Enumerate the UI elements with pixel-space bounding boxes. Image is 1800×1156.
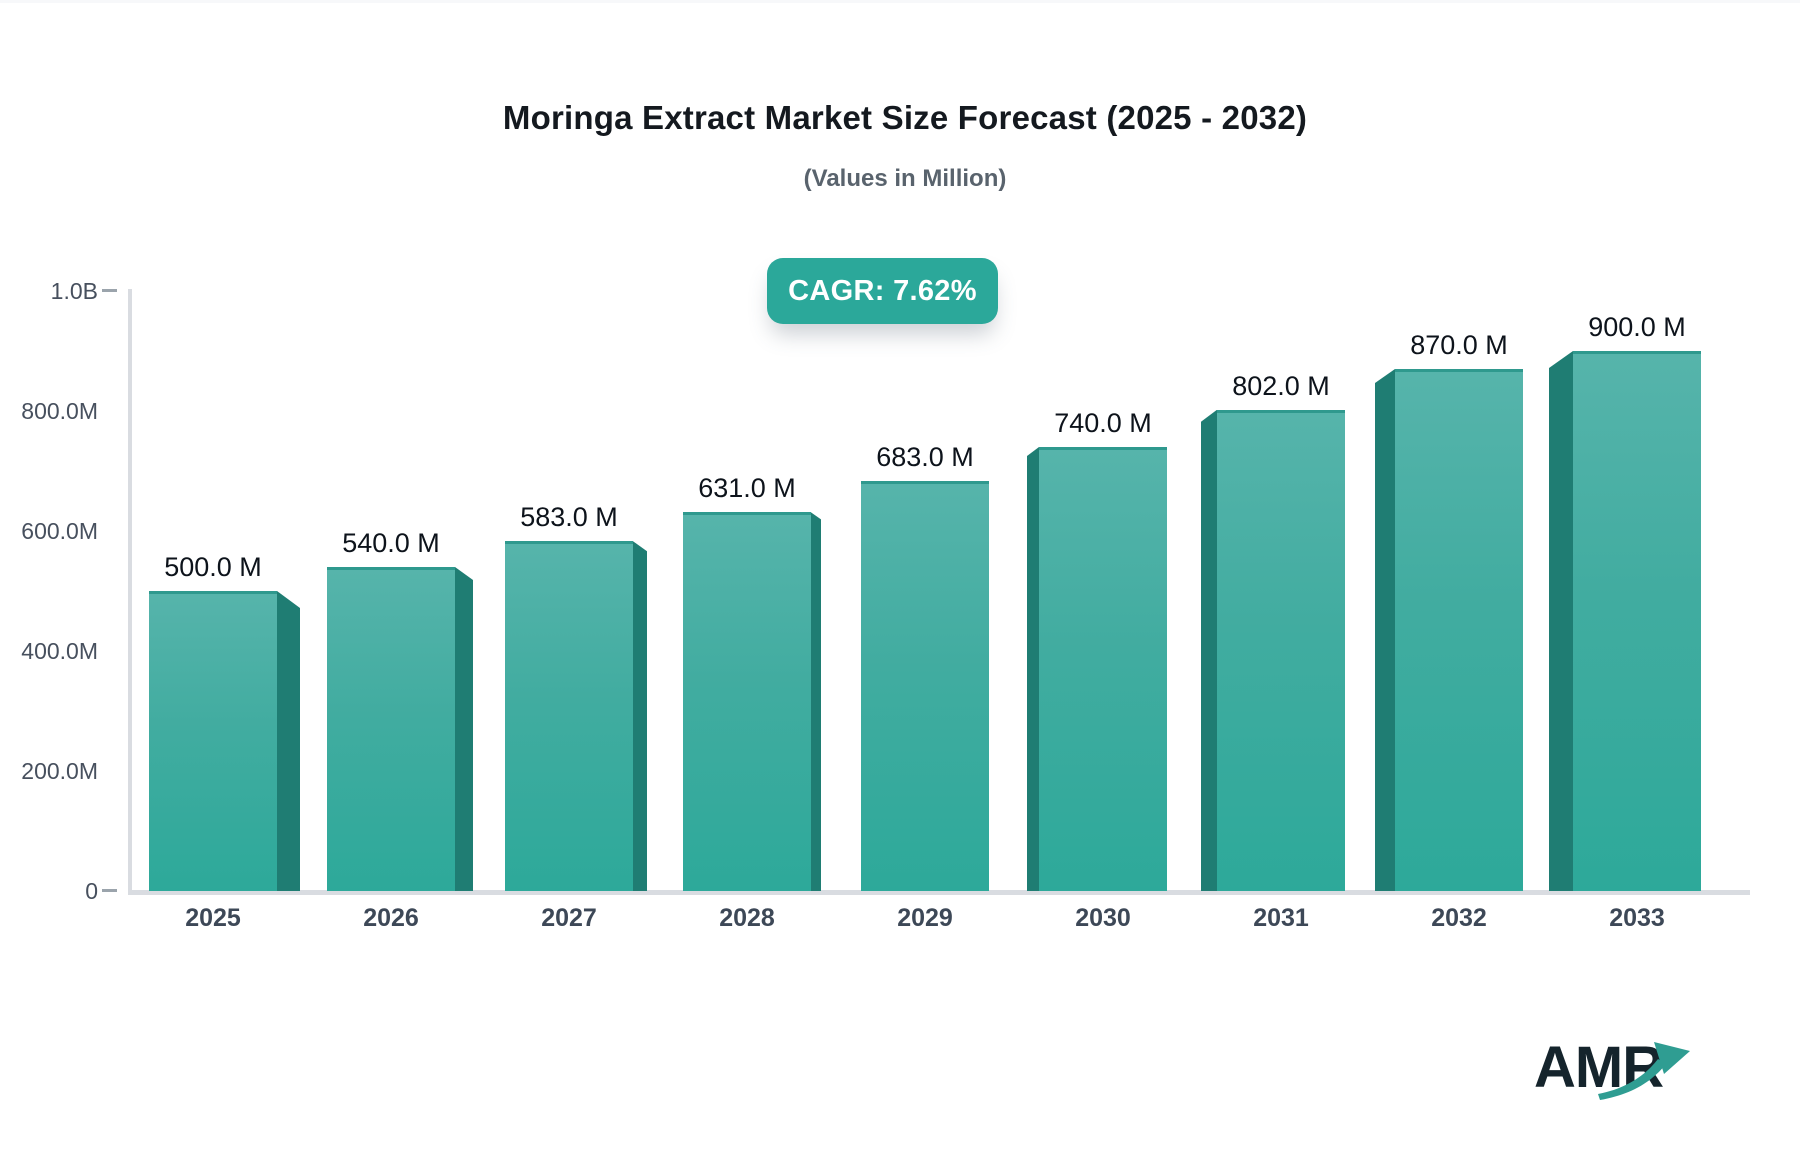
cagr-badge: CAGR: 7.62% bbox=[767, 258, 998, 324]
y-axis-tick bbox=[102, 289, 117, 292]
bar bbox=[505, 541, 633, 891]
y-axis-label: 800.0M bbox=[21, 398, 98, 424]
y-axis-label: 400.0M bbox=[21, 638, 98, 664]
bar-value-label: 740.0 M bbox=[1054, 408, 1152, 438]
bar bbox=[149, 591, 277, 891]
bar-side bbox=[277, 591, 300, 891]
bar-side bbox=[633, 541, 647, 891]
bar bbox=[327, 567, 455, 891]
bar bbox=[1395, 369, 1523, 891]
x-axis-label: 2028 bbox=[719, 904, 775, 932]
chart-title: Moringa Extract Market Size Forecast (20… bbox=[502, 99, 1308, 136]
bar-side bbox=[1549, 351, 1573, 891]
y-axis-label: 600.0M bbox=[21, 518, 98, 544]
bar-side bbox=[455, 567, 473, 891]
x-axis-line bbox=[128, 890, 1750, 895]
growth-arrow-icon bbox=[1598, 1042, 1690, 1100]
y-axis-tick bbox=[102, 889, 117, 892]
amr-logo: AMR bbox=[1534, 1038, 1714, 1118]
bar bbox=[1217, 409, 1345, 891]
x-axis-label: 2025 bbox=[185, 904, 241, 932]
x-axis-label: 2032 bbox=[1431, 904, 1487, 932]
bar bbox=[861, 481, 989, 891]
x-axis-label: 2033 bbox=[1609, 904, 1665, 932]
chart-subtitle: (Values in Million) bbox=[803, 165, 1007, 192]
bar bbox=[1039, 447, 1167, 891]
bar-side bbox=[1375, 369, 1395, 891]
x-axis-label: 2030 bbox=[1075, 904, 1131, 932]
bar-value-label: 631.0 M bbox=[698, 473, 796, 504]
bar-value-label: 583.0 M bbox=[520, 502, 618, 533]
y-axis-label: 200.0M bbox=[21, 758, 98, 784]
y-axis-label: 0 bbox=[85, 878, 98, 904]
bar-value-label: 870.0 M bbox=[1410, 330, 1508, 360]
x-axis-label: 2026 bbox=[363, 904, 419, 932]
y-axis-line bbox=[128, 289, 132, 895]
bar-value-label: 900.0 M bbox=[1588, 312, 1686, 342]
bar-value-label: 683.0 M bbox=[876, 442, 974, 473]
x-axis-label: 2027 bbox=[541, 904, 597, 932]
bar bbox=[1573, 351, 1701, 891]
bar bbox=[683, 512, 811, 891]
bar-side bbox=[1201, 409, 1217, 891]
y-axis-label: 1.0B bbox=[50, 278, 98, 304]
x-axis-label: 2031 bbox=[1253, 904, 1309, 932]
bar-value-label: 802.0 M bbox=[1232, 370, 1330, 401]
amr-logo-text: AMR bbox=[1534, 1035, 1664, 1100]
bar-side bbox=[1027, 447, 1039, 891]
bar-side bbox=[811, 512, 821, 891]
x-axis-label: 2029 bbox=[897, 904, 953, 932]
bar-value-label: 500.0 M bbox=[164, 552, 262, 582]
bar-value-label: 540.0 M bbox=[342, 528, 440, 558]
